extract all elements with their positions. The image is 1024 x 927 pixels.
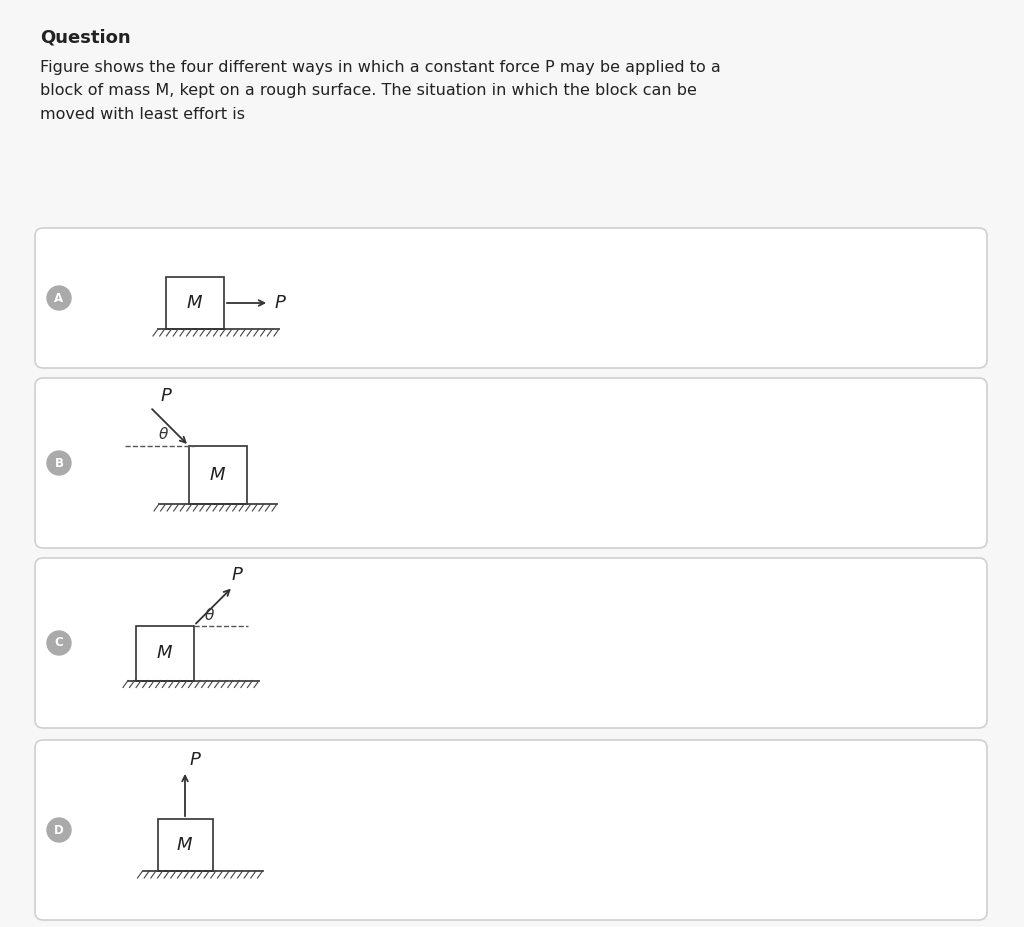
Text: $M$: $M$ bbox=[210, 466, 226, 484]
Text: $P$: $P$ bbox=[274, 294, 287, 312]
Text: A: A bbox=[54, 291, 63, 304]
Text: $\theta$: $\theta$ bbox=[204, 607, 215, 624]
FancyBboxPatch shape bbox=[35, 740, 987, 920]
Text: $P$: $P$ bbox=[189, 751, 202, 769]
Text: $M$: $M$ bbox=[186, 294, 204, 312]
FancyBboxPatch shape bbox=[35, 378, 987, 548]
Text: $P$: $P$ bbox=[160, 387, 173, 405]
Bar bbox=[166, 277, 224, 329]
Text: C: C bbox=[54, 637, 63, 650]
Text: $M$: $M$ bbox=[176, 836, 194, 854]
Text: D: D bbox=[54, 823, 63, 836]
Circle shape bbox=[47, 818, 71, 842]
Circle shape bbox=[47, 286, 71, 310]
Bar bbox=[136, 626, 194, 680]
FancyBboxPatch shape bbox=[35, 558, 987, 728]
Circle shape bbox=[47, 631, 71, 655]
Bar bbox=[158, 819, 213, 871]
FancyBboxPatch shape bbox=[35, 228, 987, 368]
Text: $P$: $P$ bbox=[230, 565, 244, 584]
Text: $M$: $M$ bbox=[157, 644, 173, 662]
Text: Question: Question bbox=[40, 28, 131, 46]
Text: B: B bbox=[54, 456, 63, 469]
Bar bbox=[189, 446, 247, 504]
Circle shape bbox=[47, 451, 71, 475]
Text: Figure shows the four different ways in which a constant force P may be applied : Figure shows the four different ways in … bbox=[40, 60, 721, 121]
Text: $\theta$: $\theta$ bbox=[158, 426, 169, 442]
